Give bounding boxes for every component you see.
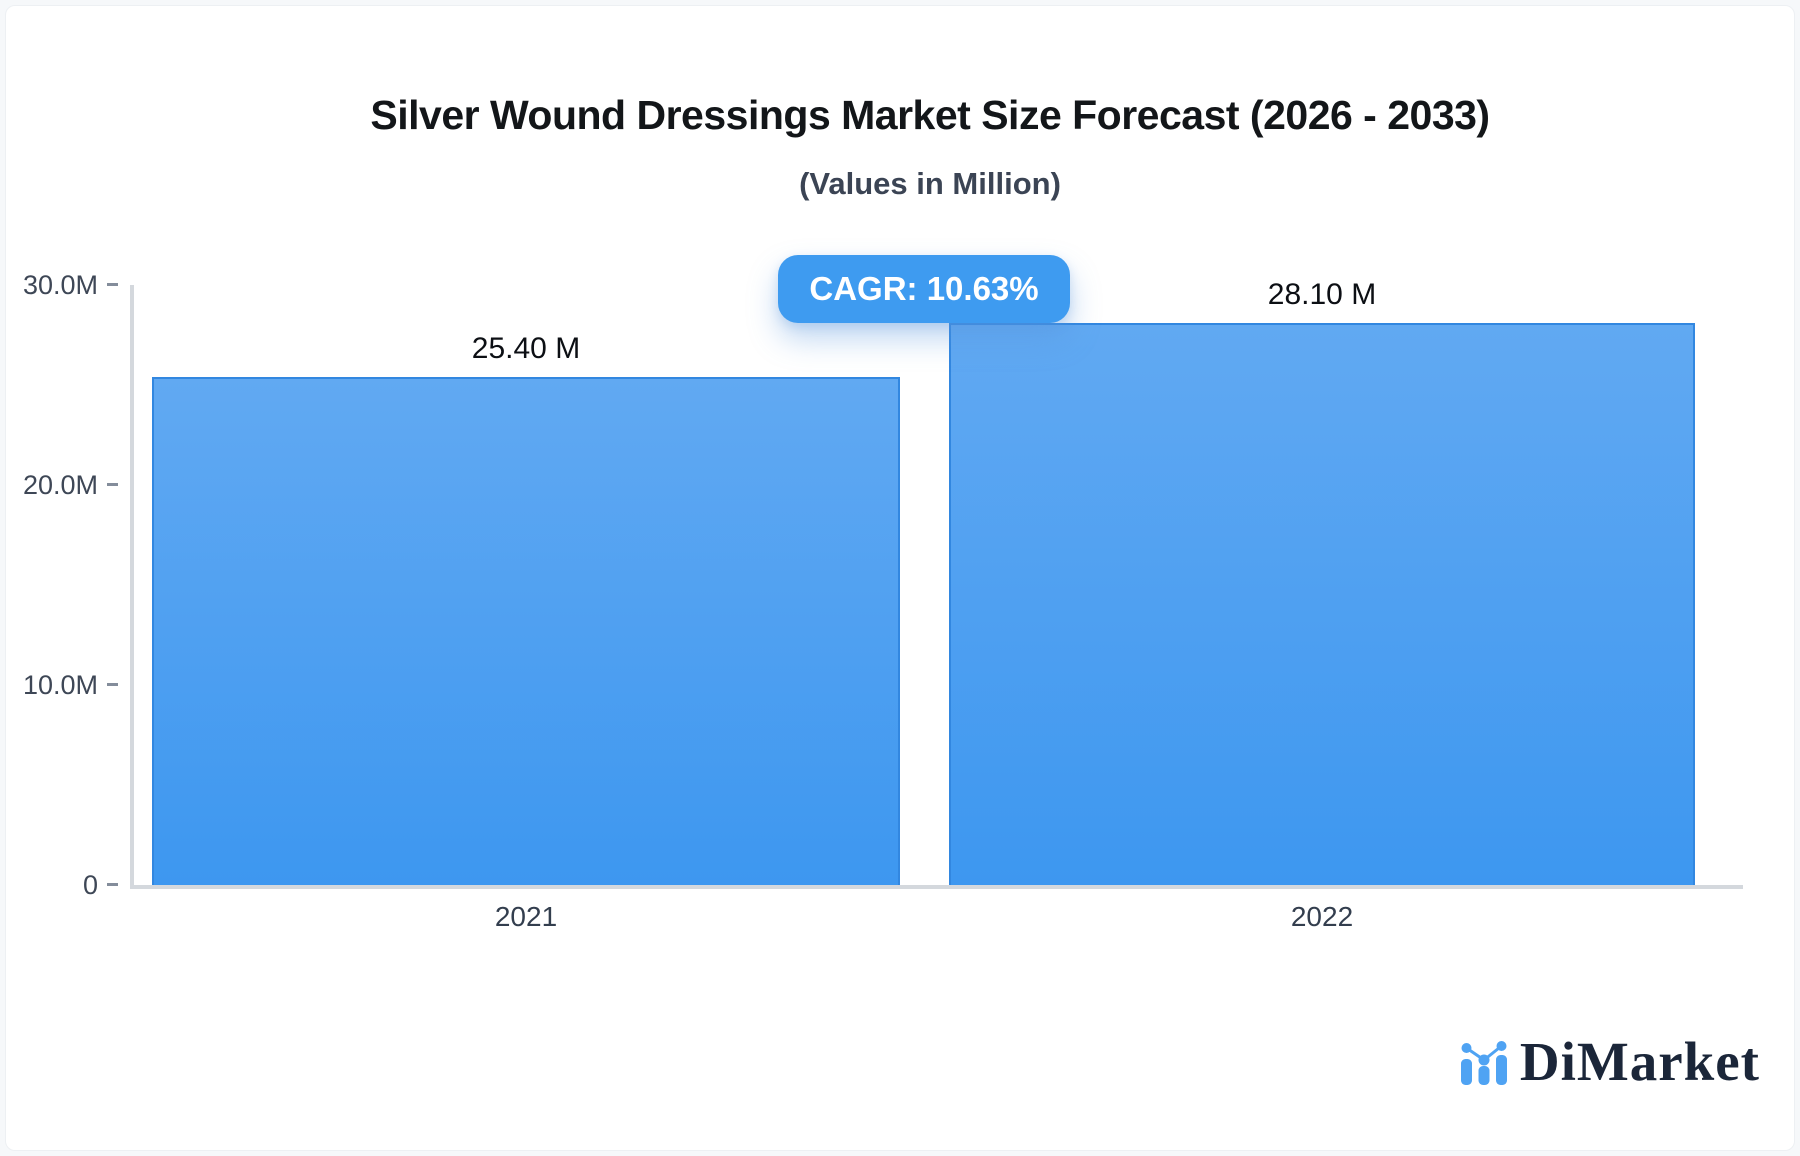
brand-logo-text: DiMarket: [1519, 1031, 1760, 1092]
y-tick-label: 30.0M: [22, 270, 98, 300]
bar-value-label: 28.10 M: [1267, 278, 1377, 311]
page-title: Silver Wound Dressings Market Size Forec…: [370, 92, 1490, 138]
brand-logo: DiMarket: [1460, 1034, 1760, 1089]
y-tick-mark: [107, 683, 118, 686]
plot-area: [130, 285, 1743, 889]
chart-subtitle: (Values in Million): [799, 166, 1061, 201]
y-tick-mark: [107, 283, 118, 286]
chart-bar-2022[interactable]: [949, 323, 1695, 885]
x-axis-label: 2022: [1290, 901, 1354, 932]
bar-value-label: 25.40 M: [471, 332, 581, 365]
chart-bar-2021[interactable]: [152, 377, 900, 885]
cagr-badge: CAGR: 10.63%: [778, 255, 1070, 323]
x-axis-label: 2021: [494, 901, 558, 932]
y-tick-mark: [107, 483, 118, 486]
y-tick-mark: [107, 883, 118, 886]
y-tick-label: 10.0M: [22, 670, 98, 700]
bar-chart-icon: [1460, 1040, 1507, 1085]
y-tick-label: 20.0M: [22, 470, 98, 500]
y-tick-label: 0: [82, 870, 98, 900]
